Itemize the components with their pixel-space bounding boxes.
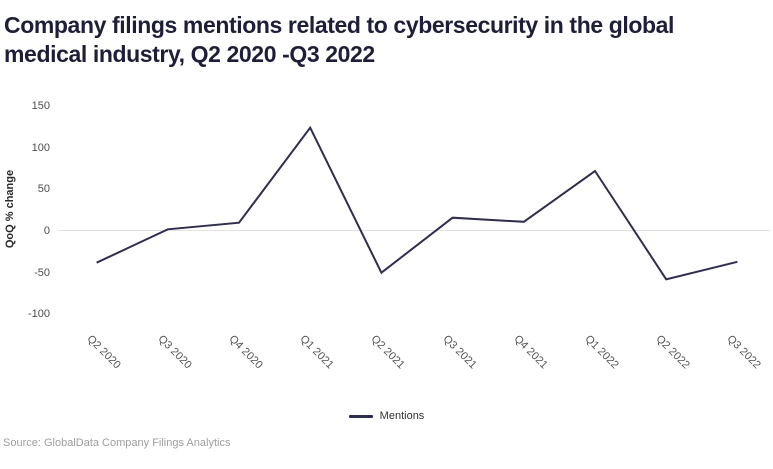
y-tick-label: -50 xyxy=(34,266,50,279)
x-tick-label: Q2 2020 xyxy=(84,333,123,372)
y-tick-label: 50 xyxy=(37,183,50,196)
x-tick-label: Q3 2021 xyxy=(440,333,479,372)
legend-label: Mentions xyxy=(379,410,425,422)
legend-line-marker xyxy=(348,414,373,418)
x-tick-label: Q4 2020 xyxy=(226,333,265,372)
x-tick-label: Q1 2021 xyxy=(297,333,337,372)
x-tick-label: Q4 2021 xyxy=(511,333,550,372)
y-tick-label: 0 xyxy=(43,225,50,237)
x-tick-label: Q2 2022 xyxy=(653,333,693,372)
legend: Mentions xyxy=(0,409,773,423)
x-tick-label: Q2 2021 xyxy=(368,333,408,372)
zero-gridline xyxy=(58,230,770,231)
legend-item-mentions[interactable]: Mentions xyxy=(348,409,425,423)
x-tick-label: Q3 2020 xyxy=(155,333,194,372)
chart-title: Company filings mentions related to cybe… xyxy=(4,12,675,67)
source-text: Source: GlobalData Company Filings Analy… xyxy=(3,437,231,449)
y-tick-label: 150 xyxy=(31,100,50,112)
x-tick-label: Q1 2022 xyxy=(582,333,621,372)
plot-area xyxy=(96,125,738,281)
series-line-mentions xyxy=(96,125,738,281)
y-tick-label: 100 xyxy=(31,141,50,154)
x-tick-label: Q3 2022 xyxy=(724,333,764,372)
y-tick-label: -100 xyxy=(27,308,50,321)
